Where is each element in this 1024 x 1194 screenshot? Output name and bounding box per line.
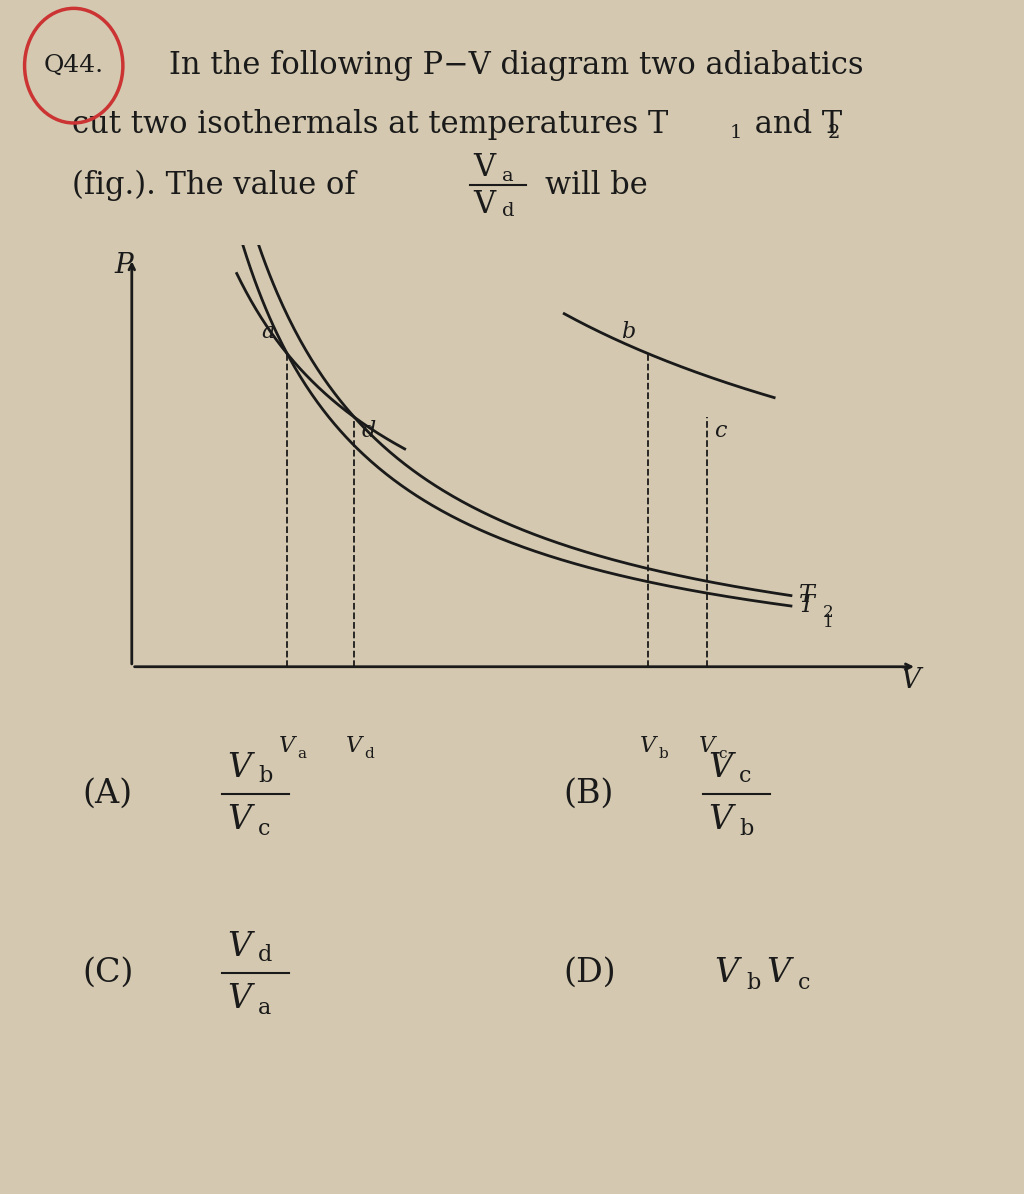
Text: a: a xyxy=(502,166,513,185)
Text: (A): (A) xyxy=(82,778,132,810)
Text: b: b xyxy=(739,818,754,839)
Text: 1: 1 xyxy=(730,123,742,142)
Text: (C): (C) xyxy=(82,958,133,989)
Text: b: b xyxy=(658,747,669,762)
Text: V: V xyxy=(715,958,739,989)
Text: d: d xyxy=(502,202,514,221)
Text: will be: will be xyxy=(545,170,647,201)
Text: (fig.). The value of: (fig.). The value of xyxy=(72,170,355,201)
Text: c: c xyxy=(715,420,727,442)
Text: V: V xyxy=(640,734,656,757)
Text: a: a xyxy=(298,747,307,762)
Text: b: b xyxy=(622,321,636,343)
Text: Q44.: Q44. xyxy=(44,54,103,78)
Text: c: c xyxy=(739,765,752,787)
Text: V: V xyxy=(709,805,733,836)
Text: P: P xyxy=(114,252,133,278)
Text: V: V xyxy=(699,734,715,757)
Text: c: c xyxy=(798,972,810,993)
Text: b: b xyxy=(746,972,761,993)
Text: d: d xyxy=(361,420,376,442)
Text: d: d xyxy=(365,747,375,762)
Text: V: V xyxy=(473,189,496,220)
Text: T: T xyxy=(800,584,815,607)
Text: c: c xyxy=(258,818,270,839)
Text: V: V xyxy=(227,805,252,836)
Text: In the following P−V diagram two adiabatics: In the following P−V diagram two adiabat… xyxy=(169,50,863,81)
Text: a: a xyxy=(261,321,274,343)
Text: V: V xyxy=(227,752,252,783)
Text: cut two isothermals at temperatures T: cut two isothermals at temperatures T xyxy=(72,109,668,140)
Text: 2: 2 xyxy=(823,604,834,621)
Text: V: V xyxy=(227,984,252,1015)
Text: b: b xyxy=(258,765,272,787)
Text: (D): (D) xyxy=(563,958,615,989)
Text: (B): (B) xyxy=(563,778,613,810)
Text: V: V xyxy=(709,752,733,783)
Text: a: a xyxy=(258,997,271,1018)
Text: 2: 2 xyxy=(827,123,840,142)
Text: c: c xyxy=(718,747,726,762)
Text: V: V xyxy=(766,958,791,989)
Text: 1: 1 xyxy=(823,614,834,632)
Text: V: V xyxy=(473,152,496,183)
Text: V: V xyxy=(227,931,252,962)
Text: V: V xyxy=(280,734,295,757)
Text: d: d xyxy=(258,944,272,966)
Text: and T: and T xyxy=(745,109,843,140)
Text: T: T xyxy=(800,595,815,617)
Text: V: V xyxy=(901,666,922,694)
Text: V: V xyxy=(346,734,362,757)
